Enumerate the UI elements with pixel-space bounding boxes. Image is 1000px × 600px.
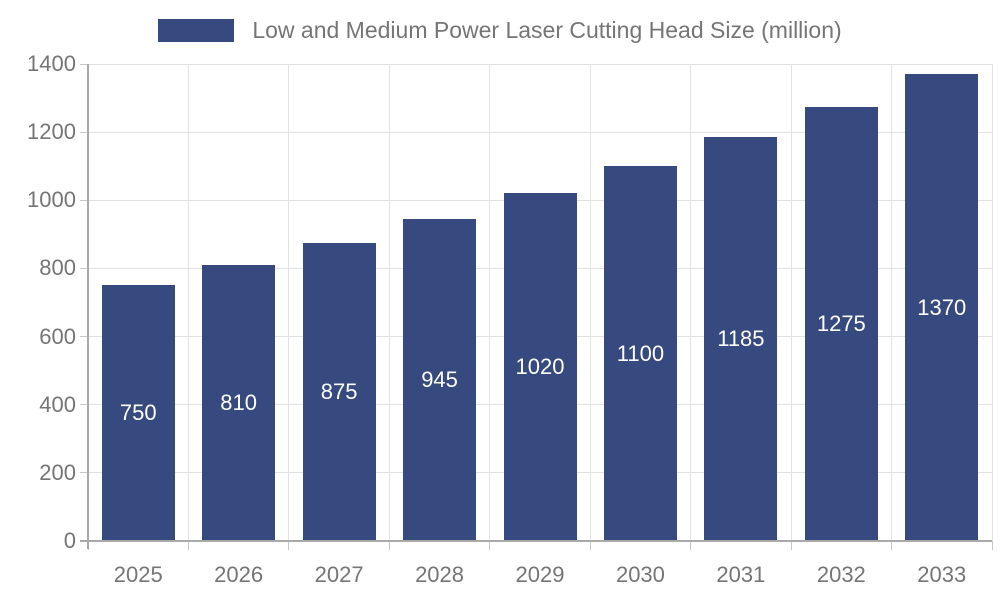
- legend: Low and Medium Power Laser Cutting Head …: [0, 15, 1000, 45]
- bar-value-label: 810: [220, 390, 258, 416]
- plot-area: 0 200 400 600 800 1000 1200 1400 750 2025 810 2026 8…: [27, 52, 993, 587]
- y-tick-label: 200: [39, 459, 76, 485]
- x-tick-mark: [187, 541, 189, 550]
- bar-value-label: 750: [119, 400, 157, 426]
- y-tick-label: 800: [39, 255, 76, 281]
- x-tick-label: 2026: [214, 562, 264, 587]
- bar-value-label: 945: [421, 367, 458, 393]
- legend-label: Low and Medium Power Laser Cutting Head …: [252, 16, 842, 43]
- x-tick-label: 2027: [314, 562, 364, 587]
- x-tick-label: 2032: [816, 562, 866, 587]
- x-tick-label: 2029: [515, 562, 565, 587]
- y-tick-mark: [80, 199, 88, 201]
- x-tick-label: 2030: [615, 562, 665, 587]
- x-tick-label: 2028: [415, 562, 465, 587]
- y-tick-mark: [80, 404, 88, 406]
- x-tick-mark: [288, 541, 290, 550]
- x-tick-mark: [690, 541, 692, 550]
- gridline-vertical: [187, 64, 189, 541]
- y-tick-label: 0: [63, 528, 76, 553]
- legend-swatch: [158, 18, 235, 42]
- x-tick-mark: [388, 541, 390, 550]
- y-tick-mark: [80, 336, 88, 338]
- y-tick-mark: [80, 267, 88, 269]
- bar-value-label: 1370: [917, 294, 967, 320]
- bar: 945: [403, 219, 477, 541]
- y-tick-label: 1400: [27, 51, 76, 76]
- gridline-vertical: [489, 64, 491, 541]
- x-tick-mark: [991, 541, 993, 550]
- y-tick-label: 600: [39, 323, 76, 349]
- bar: 1275: [804, 106, 878, 541]
- y-tick-mark: [80, 131, 88, 133]
- gridline-vertical: [589, 64, 591, 541]
- x-tick-mark: [489, 541, 491, 550]
- y-tick-label: 400: [39, 391, 76, 417]
- gridline-vertical: [891, 64, 893, 541]
- y-tick-mark: [80, 63, 88, 65]
- bar: 875: [302, 242, 376, 541]
- bar: 810: [202, 265, 276, 541]
- gridline-vertical: [288, 64, 290, 541]
- y-tick-label: 1200: [27, 119, 76, 145]
- bar: 1020: [503, 193, 577, 541]
- bar-value-label: 1100: [616, 340, 665, 366]
- bar-value-label: 1020: [515, 354, 565, 380]
- bar-value-label: 875: [320, 378, 358, 404]
- x-tick-label: 2033: [917, 562, 967, 587]
- y-tick-label: 1000: [27, 187, 76, 213]
- bar-value-label: 1275: [816, 310, 866, 336]
- x-tick-mark: [790, 541, 792, 550]
- gridline-horizontal: [88, 131, 992, 133]
- x-tick-label: 2025: [113, 562, 163, 587]
- bar: 1185: [704, 137, 778, 541]
- gridline-vertical: [690, 64, 692, 541]
- gridline-vertical: [790, 64, 792, 541]
- y-tick-mark: [80, 472, 88, 474]
- bar: 1100: [603, 166, 677, 541]
- bar: 750: [101, 285, 175, 541]
- gridline-horizontal: [88, 63, 992, 65]
- y-axis-spine: [87, 64, 89, 549]
- gridline-vertical: [991, 64, 993, 541]
- bar: 1370: [905, 74, 979, 541]
- x-tick-label: 2031: [716, 562, 766, 587]
- gridline-vertical: [388, 64, 390, 541]
- x-axis-spine: [80, 540, 992, 542]
- bar-value-label: 1185: [717, 326, 765, 352]
- x-tick-mark: [589, 541, 591, 550]
- x-tick-mark: [891, 541, 893, 550]
